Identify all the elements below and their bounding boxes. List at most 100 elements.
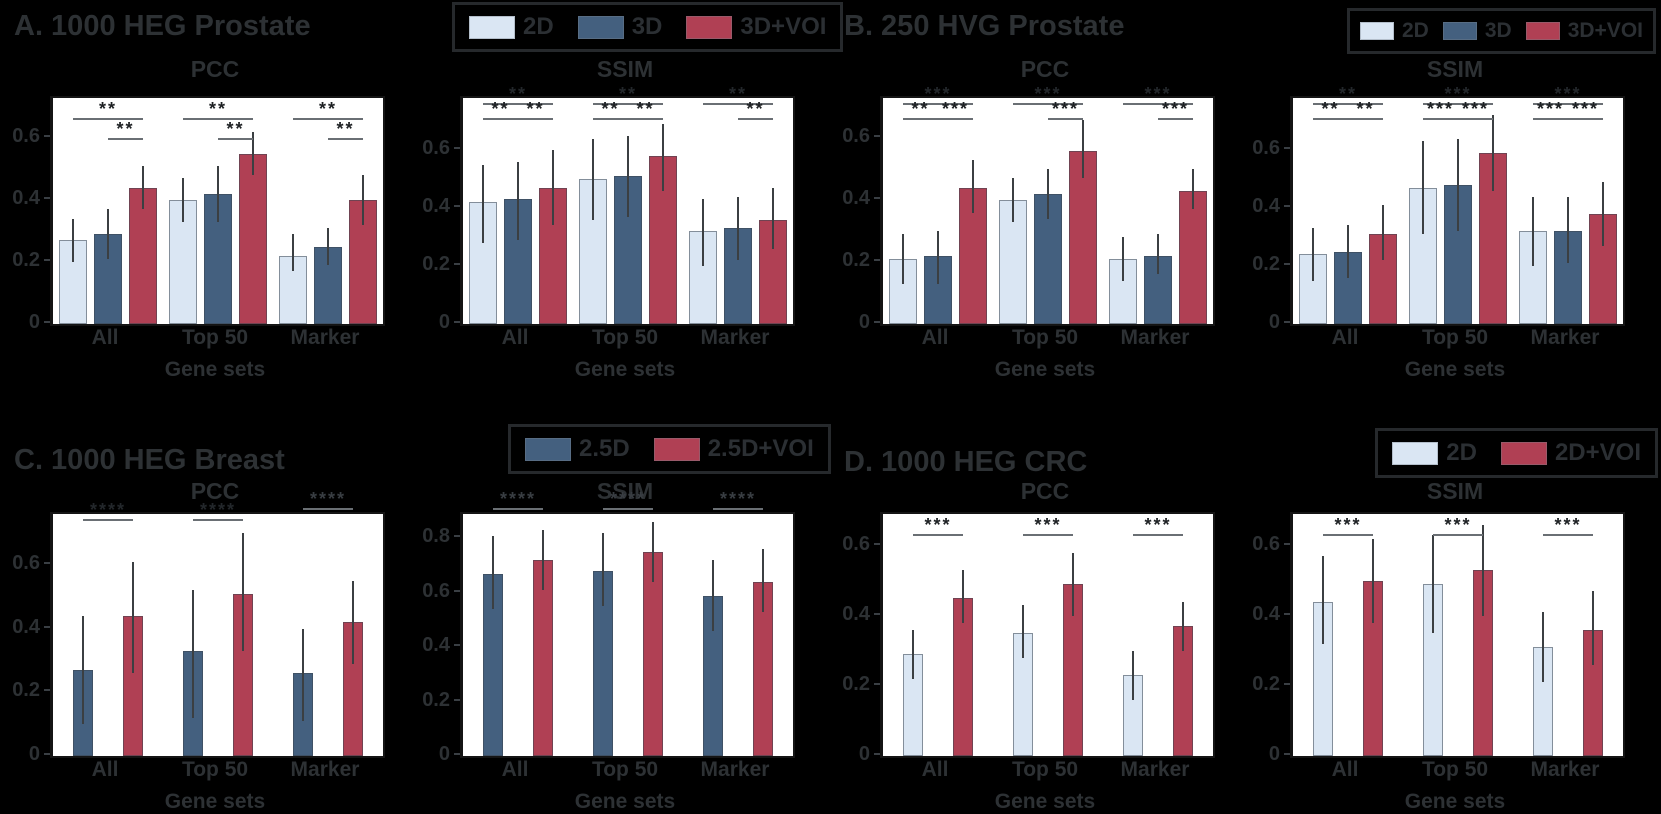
sig-label: ** bbox=[911, 99, 930, 119]
x-axis-tick-label-all: All bbox=[1331, 326, 1359, 349]
legend-swatch-2-5d-voi bbox=[653, 437, 700, 461]
error-bar-3d-voi-top-50 bbox=[252, 132, 254, 176]
error-bar-3d-top-50 bbox=[627, 135, 629, 217]
legend: 2.5D 2.5D+VOI bbox=[508, 424, 831, 474]
sig-bracket-line bbox=[1158, 118, 1193, 120]
x-axis-tick-label-marker: Marker bbox=[700, 326, 770, 349]
x-axis-tick-label-marker: Marker bbox=[1120, 326, 1190, 349]
chart-ssim: SSIM 0 0.2 0.4 0.6 ** ** ** ** ** ** ** ** All Top 50 M… bbox=[414, 56, 795, 382]
sig-bracket-line bbox=[483, 118, 518, 120]
sig-bracket-line bbox=[1533, 103, 1603, 105]
y-axis: 0 0.2 0.4 0.6 bbox=[4, 512, 50, 765]
x-axis-tick-label-top-50: Top 50 bbox=[181, 326, 249, 349]
sig-bracket-line bbox=[1348, 118, 1383, 120]
sig-bracket-line bbox=[1568, 118, 1603, 120]
sig-label: ** bbox=[618, 84, 637, 104]
y-axis: 0 0.2 0.4 0.6 bbox=[834, 512, 880, 765]
error-bar-3d-top-50 bbox=[217, 166, 219, 222]
sig-label: *** bbox=[1554, 515, 1582, 535]
error-bar-3d-all bbox=[1347, 225, 1349, 278]
plot-region: 0 0.2 0.4 0.6 0.8 **** **** **** bbox=[414, 489, 795, 765]
y-axis: 0 0.2 0.4 0.6 0.8 bbox=[414, 512, 460, 765]
y-axis-tick-mark bbox=[44, 197, 50, 200]
y-axis-tick-mark bbox=[1284, 682, 1290, 685]
error-bar-2-5d-all bbox=[82, 615, 84, 725]
plot-area: *** *** *** bbox=[880, 512, 1215, 758]
legend-swatch-3d-voi bbox=[686, 15, 733, 39]
sig-bracket-line bbox=[193, 519, 243, 521]
y-axis-tick-label: 0.2 bbox=[12, 679, 40, 702]
sig-label: **** bbox=[499, 489, 537, 509]
y-axis-tick-label: 0.4 bbox=[12, 615, 40, 638]
y-axis-tick-label: 0.6 bbox=[842, 532, 870, 555]
y-axis-tick-label: 0 bbox=[438, 743, 450, 765]
y-axis-tick-mark bbox=[454, 205, 460, 208]
sig-bracket-line bbox=[913, 534, 963, 536]
x-axis-label: Gene sets bbox=[164, 790, 266, 813]
y-axis-tick-label: 0 bbox=[28, 743, 40, 765]
bar-3d-voi-top-50 bbox=[1069, 150, 1097, 324]
legend-swatch-3d-voi bbox=[1525, 22, 1560, 40]
x-axis-tick-label-marker: Marker bbox=[290, 326, 360, 349]
sig-bracket-line bbox=[593, 103, 663, 105]
bar-2d-all bbox=[469, 202, 497, 324]
error-bar-3d-voi-marker bbox=[1192, 169, 1194, 210]
sig-bracket-line bbox=[903, 103, 973, 105]
panel-250-hvg-prostate: B. 250 HVG Prostate 2D 3D 3D+VOI PCC 0 0.2 0.… bbox=[830, 0, 1660, 400]
legend-swatch-2d bbox=[469, 15, 515, 39]
legend-entry-2d-voi: 2D+VOI bbox=[1500, 439, 1641, 467]
y-axis-tick-mark bbox=[454, 321, 460, 323]
y-axis-tick-label: 0.2 bbox=[1252, 253, 1280, 276]
legend-entry-3d: 3D bbox=[1442, 19, 1512, 43]
sig-label: *** bbox=[1161, 99, 1189, 119]
sig-bracket-line bbox=[493, 508, 543, 510]
sig-bracket-line bbox=[1543, 534, 1593, 536]
y-axis: 0 0.2 0.4 0.6 bbox=[414, 96, 460, 333]
error-bar-2d-all bbox=[482, 164, 484, 243]
legend-label-2d: 2D bbox=[523, 13, 554, 40]
sig-bracket-line bbox=[1023, 534, 1073, 536]
sig-bracket-line bbox=[1458, 118, 1493, 120]
sig-label: ** bbox=[318, 99, 337, 119]
x-axis-tick-label-all: All bbox=[1331, 758, 1359, 781]
sig-bracket-line bbox=[628, 118, 663, 120]
y-axis-tick-label: 0 bbox=[858, 743, 870, 765]
sig-label: **** bbox=[719, 489, 757, 509]
bar-2-5d-voi-top-50 bbox=[643, 552, 663, 756]
legend-entry-3d-voi: 3D+VOI bbox=[1525, 19, 1643, 43]
bar-3d-voi-all bbox=[129, 187, 157, 324]
x-axis-tick-label-top-50: Top 50 bbox=[591, 758, 659, 781]
sig-bracket-line bbox=[328, 138, 363, 140]
error-bar-2d-voi-marker bbox=[1182, 601, 1184, 651]
chart-pcc: PCC 0 0.2 0.4 0.6 *** ** *** *** *** *** *** All Top … bbox=[834, 56, 1215, 382]
y-axis-tick-mark bbox=[44, 259, 50, 262]
bar-3d-voi-marker bbox=[1179, 190, 1207, 324]
error-bar-2-5d-voi-all bbox=[132, 561, 134, 674]
sig-bracket-line bbox=[108, 138, 143, 140]
sig-label: ** bbox=[1338, 84, 1357, 104]
sig-label: *** bbox=[1051, 99, 1079, 119]
legend-entry-2d: 2D bbox=[469, 13, 554, 41]
sig-label: ** bbox=[526, 99, 545, 119]
chart-pcc: PCC 0 0.2 0.4 0.6 *** *** *** All Top 50 Marker Gen… bbox=[834, 478, 1215, 814]
sig-label: ** bbox=[1356, 99, 1375, 119]
error-bar-2d-all bbox=[1312, 228, 1314, 281]
error-bar-2d-top-50 bbox=[1022, 605, 1024, 658]
x-axis-label: Gene sets bbox=[994, 358, 1096, 381]
y-axis-tick-mark bbox=[44, 321, 50, 323]
sig-bracket-line bbox=[1323, 534, 1373, 536]
sig-label: *** bbox=[1444, 84, 1472, 104]
chart-title-ssim: SSIM bbox=[1426, 56, 1484, 82]
chart-ssim: SSIM 0 0.2 0.4 0.6 ** ** ** *** *** *** *** *** *** Al… bbox=[1244, 56, 1625, 382]
y-axis: 0 0.2 0.4 0.6 bbox=[1244, 512, 1290, 765]
panel-1000-heg-breast: C. 1000 HEG Breast 2.5D 2.5D+VOI PCC 0 0.2 0… bbox=[0, 400, 831, 814]
legend: 2D 2D+VOI bbox=[1375, 428, 1658, 478]
sig-label: *** bbox=[1144, 515, 1172, 535]
legend: 2D 3D 3D+VOI bbox=[1346, 8, 1656, 54]
sig-bracket-line bbox=[218, 138, 253, 140]
y-axis-tick-label: 0.2 bbox=[422, 688, 450, 711]
error-bar-2d-voi-top-50 bbox=[1072, 552, 1074, 616]
sig-label: ** bbox=[491, 99, 510, 119]
y-axis: 0 0.2 0.4 0.6 bbox=[1244, 96, 1290, 333]
